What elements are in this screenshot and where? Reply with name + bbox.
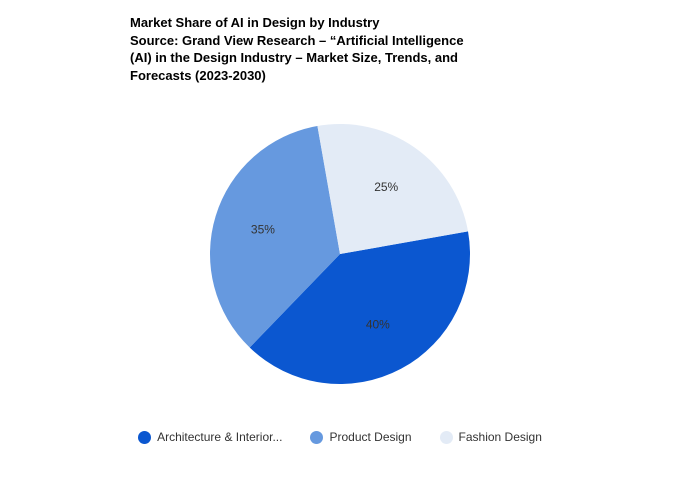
legend: Architecture & Interior... Product Desig… (20, 430, 660, 444)
pie-slice-label-2: 25% (374, 180, 398, 194)
title-line-1: Market Share of AI in Design by Industry (130, 14, 600, 32)
pie-slice-label-0: 40% (366, 318, 390, 332)
pie-chart-area: 40% 35% 25% (20, 84, 660, 424)
chart-container: Market Share of AI in Design by Industry… (0, 0, 680, 500)
legend-swatch-2 (440, 431, 453, 444)
legend-item-1: Product Design (310, 430, 411, 444)
title-line-4: Forecasts (2023-2030) (130, 67, 600, 85)
pie-slice-label-1: 35% (251, 223, 275, 237)
legend-label-1: Product Design (329, 430, 411, 444)
legend-item-2: Fashion Design (440, 430, 542, 444)
pie-chart-svg: 40% 35% 25% (20, 84, 660, 424)
legend-label-0: Architecture & Interior... (157, 430, 282, 444)
legend-swatch-0 (138, 431, 151, 444)
legend-label-2: Fashion Design (459, 430, 542, 444)
title-line-2: Source: Grand View Research – “Artificia… (130, 32, 600, 50)
title-line-3: (AI) in the Design Industry – Market Siz… (130, 49, 600, 67)
legend-swatch-1 (310, 431, 323, 444)
chart-title: Market Share of AI in Design by Industry… (20, 10, 660, 84)
legend-item-0: Architecture & Interior... (138, 430, 282, 444)
